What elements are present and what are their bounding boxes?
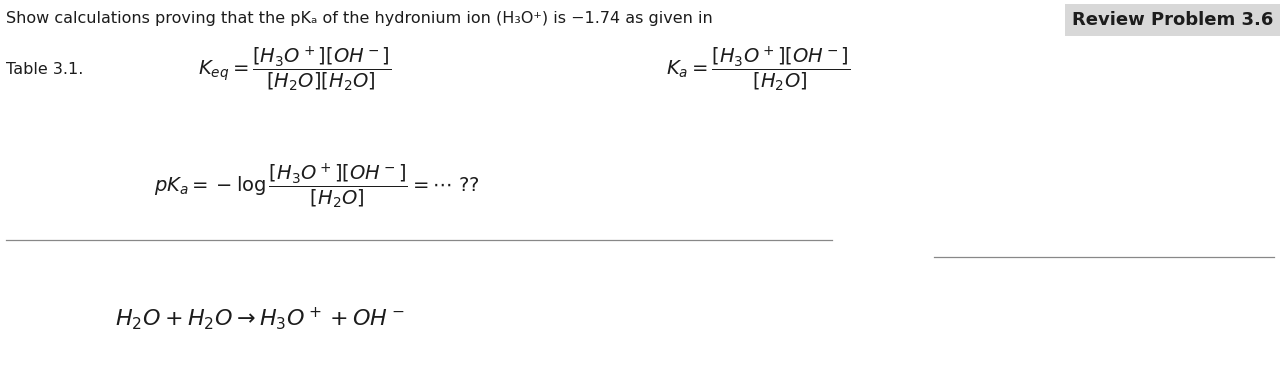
Text: $H_2O + H_2O \rightarrow H_3O^+ + OH^-$: $H_2O + H_2O \rightarrow H_3O^+ + OH^-$ <box>115 305 404 331</box>
Text: $pK_a= -\log\dfrac{[H_3O^+][OH^-]}{[H_2O]} = \cdots\ ??$: $pK_a= -\log\dfrac{[H_3O^+][OH^-]}{[H_2O… <box>154 161 479 210</box>
Text: $K_a= \dfrac{[H_3O^+][OH^-]}{[H_2O]}$: $K_a= \dfrac{[H_3O^+][OH^-]}{[H_2O]}$ <box>666 44 850 93</box>
Text: Review Problem 3.6: Review Problem 3.6 <box>1073 11 1274 29</box>
Text: $K_{eq}= \dfrac{[H_3O^+][OH^-]}{[H_2O][H_2O]}$: $K_{eq}= \dfrac{[H_3O^+][OH^-]}{[H_2O][H… <box>198 44 392 93</box>
Text: Table 3.1.: Table 3.1. <box>6 62 83 77</box>
Text: Show calculations proving that the pKₐ of the hydronium ion (H₃O⁺) is −1.74 as g: Show calculations proving that the pKₐ o… <box>6 11 713 26</box>
